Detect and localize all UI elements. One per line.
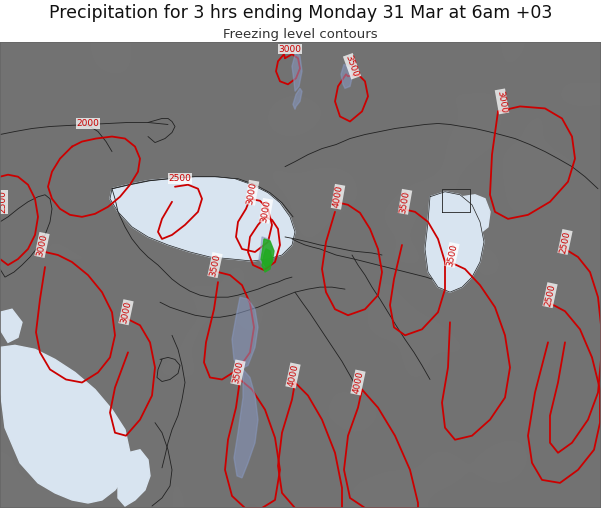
Text: 4000: 4000 bbox=[286, 363, 300, 388]
Text: 3000: 3000 bbox=[246, 181, 258, 205]
Polygon shape bbox=[232, 297, 258, 369]
Text: 2500: 2500 bbox=[543, 283, 557, 307]
Polygon shape bbox=[292, 51, 302, 91]
Polygon shape bbox=[110, 177, 295, 261]
Text: Precipitation for 3 hrs ending Monday 31 Mar at 6am +03: Precipitation for 3 hrs ending Monday 31… bbox=[49, 4, 552, 22]
Text: 3500: 3500 bbox=[208, 253, 222, 277]
Text: 3500: 3500 bbox=[231, 360, 245, 385]
Polygon shape bbox=[259, 237, 272, 267]
Polygon shape bbox=[261, 239, 274, 267]
Text: 2500: 2500 bbox=[168, 174, 192, 183]
Polygon shape bbox=[262, 249, 272, 272]
Polygon shape bbox=[234, 369, 258, 478]
Polygon shape bbox=[0, 345, 130, 503]
Polygon shape bbox=[425, 192, 484, 292]
Polygon shape bbox=[0, 309, 22, 342]
Text: 3500: 3500 bbox=[344, 54, 360, 79]
Text: 3000: 3000 bbox=[496, 89, 508, 113]
Text: 2500: 2500 bbox=[558, 230, 572, 254]
Text: Freezing level contours: Freezing level contours bbox=[223, 28, 378, 41]
Text: 4000: 4000 bbox=[332, 185, 344, 209]
Text: 3500: 3500 bbox=[445, 243, 459, 267]
Polygon shape bbox=[118, 450, 150, 506]
Text: 2000: 2000 bbox=[76, 119, 99, 128]
Text: 3000: 3000 bbox=[35, 233, 49, 257]
Text: 3000: 3000 bbox=[278, 45, 302, 54]
Polygon shape bbox=[458, 195, 490, 235]
Text: 3000: 3000 bbox=[119, 300, 133, 325]
Text: 4000: 4000 bbox=[351, 370, 365, 395]
Polygon shape bbox=[293, 88, 302, 109]
Text: 2500: 2500 bbox=[0, 190, 7, 213]
Text: 3000: 3000 bbox=[260, 199, 272, 223]
Polygon shape bbox=[341, 64, 352, 88]
Text: 3500: 3500 bbox=[398, 189, 412, 214]
